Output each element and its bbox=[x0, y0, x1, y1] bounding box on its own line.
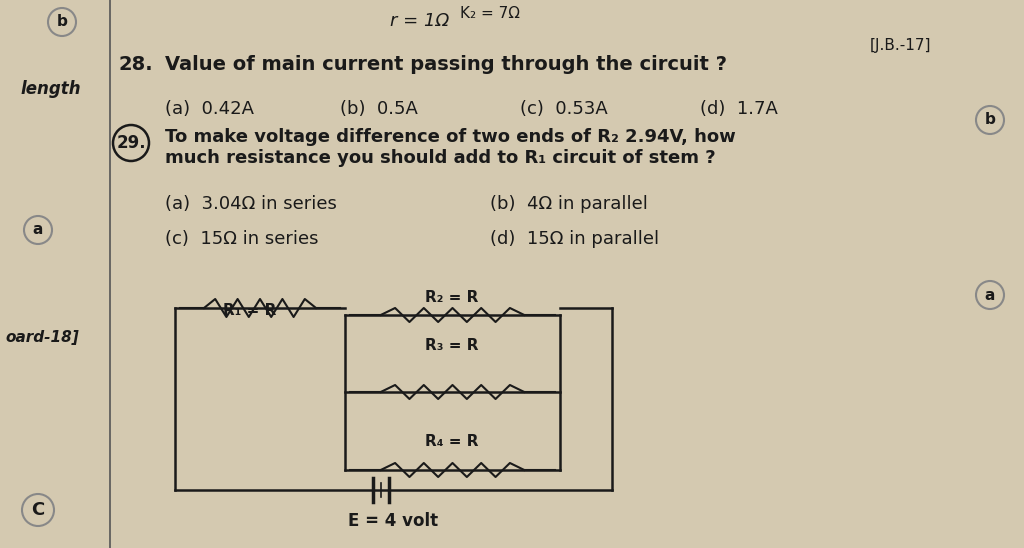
Text: [J.B.-17]: [J.B.-17] bbox=[870, 38, 932, 53]
Text: R₃ = R: R₃ = R bbox=[425, 338, 479, 352]
Text: To make voltage difference of two ends of R₂ 2.94V, how
much resistance you shou: To make voltage difference of two ends o… bbox=[165, 128, 736, 167]
Text: (b)  0.5A: (b) 0.5A bbox=[340, 100, 418, 118]
Text: (a)  3.04Ω in series: (a) 3.04Ω in series bbox=[165, 195, 337, 213]
Text: K₂ = 7Ω: K₂ = 7Ω bbox=[460, 6, 520, 21]
Text: R₄ = R: R₄ = R bbox=[425, 433, 479, 448]
Text: (b)  4Ω in parallel: (b) 4Ω in parallel bbox=[490, 195, 648, 213]
Text: b: b bbox=[984, 112, 995, 128]
Text: Value of main current passing through the circuit ?: Value of main current passing through th… bbox=[165, 55, 727, 74]
Text: (a)  0.42A: (a) 0.42A bbox=[165, 100, 254, 118]
Text: oard-18]: oard-18] bbox=[5, 330, 79, 345]
Text: (d)  15Ω in parallel: (d) 15Ω in parallel bbox=[490, 230, 659, 248]
Text: E = 4 volt: E = 4 volt bbox=[348, 512, 438, 530]
Text: r = 1Ω: r = 1Ω bbox=[390, 12, 450, 30]
Text: a: a bbox=[33, 222, 43, 237]
Text: 29.: 29. bbox=[116, 134, 145, 152]
Text: R₂ = R: R₂ = R bbox=[425, 290, 478, 305]
Text: 28.: 28. bbox=[118, 55, 153, 74]
Text: C: C bbox=[32, 501, 45, 519]
Text: R₁ = R: R₁ = R bbox=[223, 303, 276, 318]
Text: (c)  0.53A: (c) 0.53A bbox=[520, 100, 608, 118]
Text: (d)  1.7A: (d) 1.7A bbox=[700, 100, 778, 118]
Text: (c)  15Ω in series: (c) 15Ω in series bbox=[165, 230, 318, 248]
Text: length: length bbox=[20, 80, 81, 98]
Text: b: b bbox=[56, 14, 68, 30]
Text: a: a bbox=[985, 288, 995, 302]
